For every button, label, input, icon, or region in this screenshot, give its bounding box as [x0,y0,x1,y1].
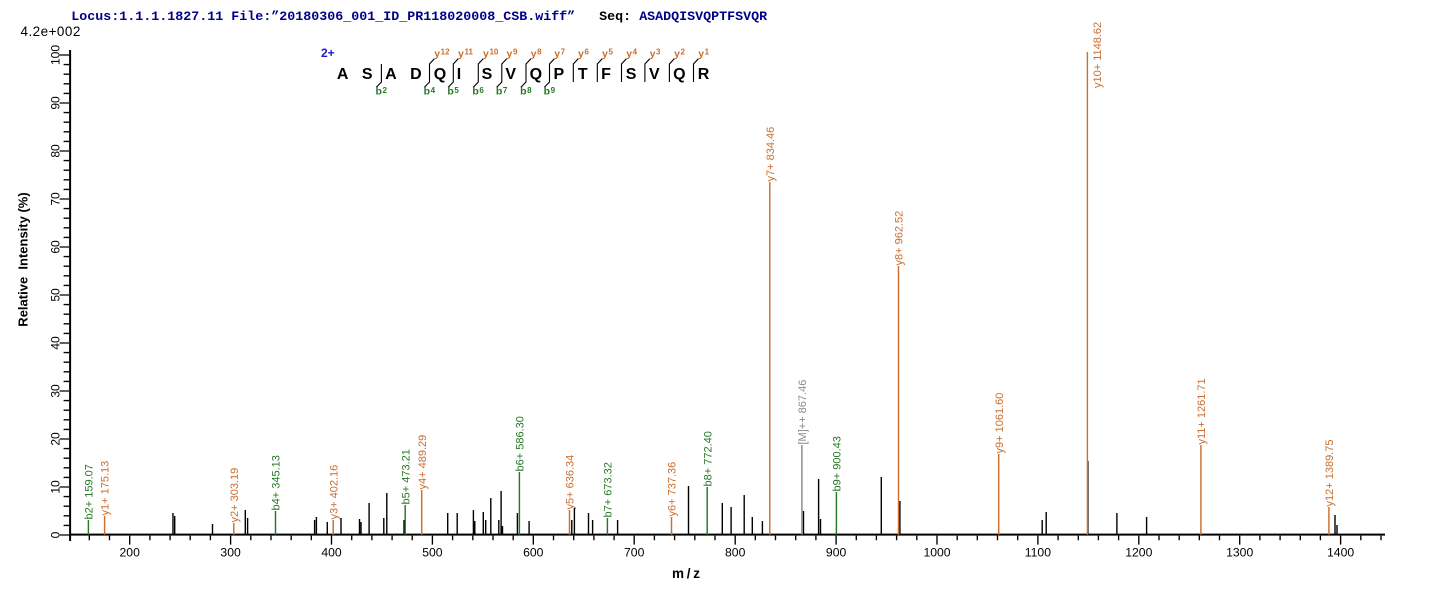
svg-text:b5: b5 [447,86,459,98]
svg-text:2+: 2+ [321,46,335,60]
svg-text:1200: 1200 [1125,546,1152,560]
svg-text:1400: 1400 [1327,546,1354,560]
svg-text:500: 500 [422,546,443,560]
svg-text:m / z: m / z [672,566,700,581]
svg-text:Q: Q [530,66,542,83]
svg-text:D: D [410,66,422,83]
svg-text:60: 60 [49,240,63,254]
svg-text:y7+ 834.46: y7+ 834.46 [765,127,777,182]
svg-text:y2: y2 [674,48,685,60]
svg-text:A: A [385,66,397,83]
svg-text:Q: Q [673,66,685,83]
svg-text:40: 40 [49,336,63,350]
svg-text:b6: b6 [472,86,484,98]
svg-text:y5: y5 [602,48,613,60]
svg-text:Q: Q [434,66,446,83]
svg-text:y6+ 737.36: y6+ 737.36 [667,462,679,517]
svg-text:b4+ 345.13: b4+ 345.13 [271,455,283,510]
svg-text:y1: y1 [698,48,709,60]
svg-text:600: 600 [523,546,544,560]
svg-text:b2+ 159.07: b2+ 159.07 [84,464,96,519]
svg-text:1100: 1100 [1025,546,1051,560]
svg-text:y2+ 303.19: y2+ 303.19 [229,468,241,523]
svg-text:30: 30 [49,384,63,398]
svg-text:y3: y3 [650,48,661,60]
svg-text:I: I [457,66,461,83]
svg-text:y11+ 1261.71: y11+ 1261.71 [1196,378,1208,444]
svg-text:400: 400 [321,546,342,560]
svg-text:b4: b4 [424,86,436,98]
svg-text:20: 20 [49,432,63,446]
svg-text:A: A [337,66,349,83]
svg-text:700: 700 [624,546,645,560]
svg-text:b7: b7 [496,86,508,98]
svg-text:1300: 1300 [1226,546,1253,560]
svg-text:4.2e+002: 4.2e+002 [21,24,81,39]
svg-text:y12+ 1389.75: y12+ 1389.75 [1324,440,1336,507]
svg-text:90: 90 [49,96,63,110]
svg-text:[M]++ 867.46: [M]++ 867.46 [797,380,809,445]
svg-text:b6+ 586.30: b6+ 586.30 [515,416,527,471]
svg-text:y5+ 636.34: y5+ 636.34 [565,455,577,510]
svg-text:Locus:1.1.1.1827.11 File:”2018: Locus:1.1.1.1827.11 File:”20180306_001_I… [71,10,767,25]
svg-text:Relative Intensity (%): Relative Intensity (%) [16,192,31,326]
svg-text:b8+ 772.40: b8+ 772.40 [702,431,714,486]
svg-text:y8: y8 [531,48,542,60]
svg-text:V: V [649,66,660,83]
svg-text:y4+ 489.29: y4+ 489.29 [417,435,429,490]
svg-text:T: T [578,66,588,83]
svg-text:y1+ 175.13: y1+ 175.13 [100,461,112,516]
svg-text:300: 300 [220,546,241,560]
svg-text:b9+ 900.43: b9+ 900.43 [832,436,844,491]
svg-text:y3+ 402.16: y3+ 402.16 [328,465,340,520]
svg-text:y8+ 962.52: y8+ 962.52 [894,211,906,266]
svg-text:200: 200 [120,546,141,560]
svg-text:900: 900 [826,546,847,560]
svg-text:y6: y6 [578,48,589,60]
svg-text:80: 80 [49,144,63,158]
svg-text:F: F [601,66,611,83]
svg-text:R: R [698,66,710,83]
svg-text:b8: b8 [520,86,532,98]
svg-text:b9: b9 [544,86,556,98]
svg-text:1000: 1000 [923,546,950,560]
svg-text:50: 50 [49,288,63,302]
svg-text:b7+ 673.32: b7+ 673.32 [603,462,615,517]
svg-text:y10+ 1148.62: y10+ 1148.62 [1092,22,1104,88]
svg-text:S: S [482,66,493,83]
svg-text:10: 10 [49,480,63,494]
svg-text:y9: y9 [507,48,518,60]
svg-text:V: V [505,66,516,83]
svg-text:y4: y4 [626,48,637,60]
svg-text:70: 70 [49,192,63,206]
svg-text:S: S [626,66,637,83]
svg-text:0: 0 [49,531,63,538]
svg-text:b5+ 473.21: b5+ 473.21 [400,449,412,504]
svg-text:P: P [553,66,564,83]
svg-text:100: 100 [49,45,63,65]
svg-text:b2: b2 [376,86,388,98]
svg-text:800: 800 [725,546,746,560]
svg-text:y7: y7 [554,48,565,60]
svg-text:S: S [362,66,373,83]
svg-text:y9+ 1061.60: y9+ 1061.60 [994,393,1006,454]
